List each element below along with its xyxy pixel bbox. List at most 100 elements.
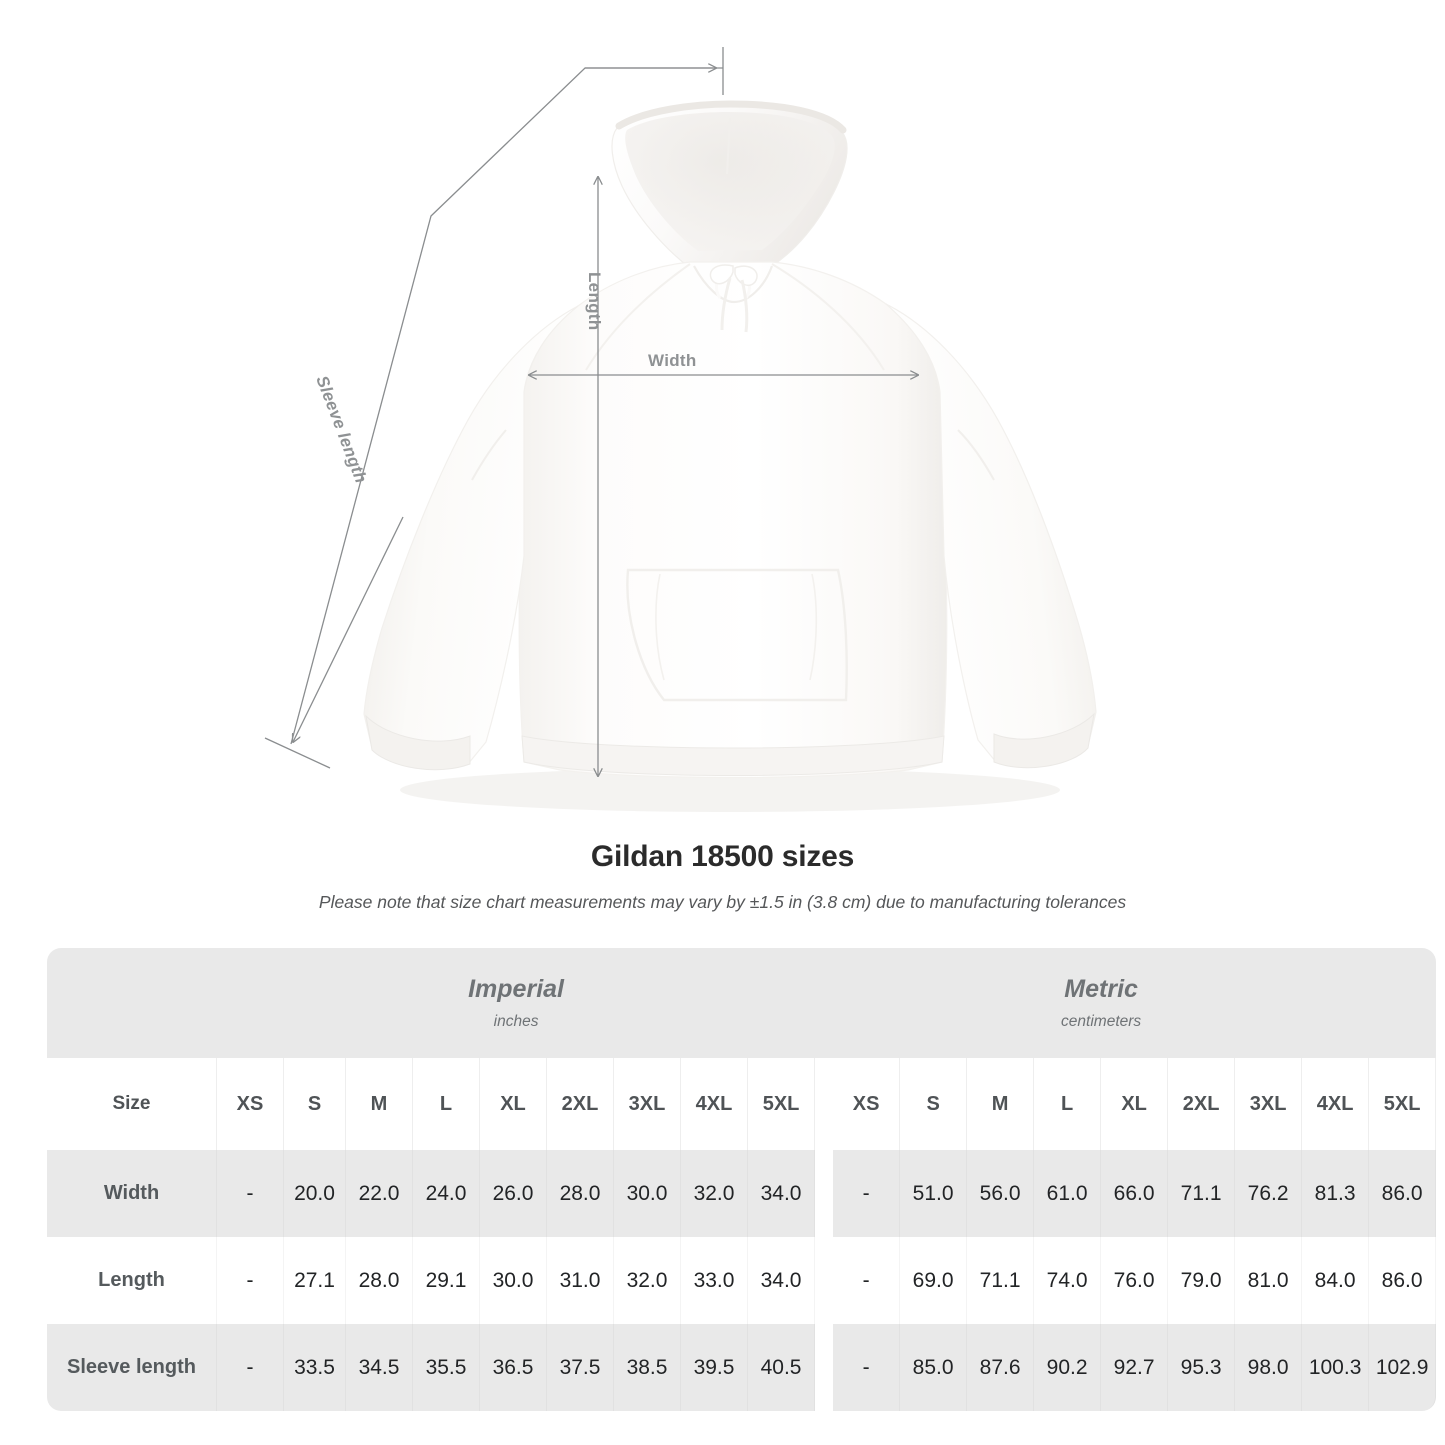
cell-sleeve-imperial-4xl: 39.5 (681, 1324, 748, 1411)
col-header-metric-2xl: 2XL (1168, 1058, 1236, 1150)
section-gap-width (815, 1150, 834, 1237)
cell-length-imperial-s: 27.1 (284, 1237, 346, 1324)
cell-width-imperial-4xl: 32.0 (681, 1150, 748, 1237)
right-sleeve-seam (957, 429, 995, 481)
size-chart-table: Imperial inches Metric centimeters Size … (47, 948, 1437, 1411)
cell-width-metric-xl: 66.0 (1101, 1150, 1169, 1237)
cell-length-imperial-m: 28.0 (346, 1237, 413, 1324)
cell-sleeve-metric-4xl: 100.3 (1302, 1324, 1370, 1411)
cell-width-metric-m: 56.0 (967, 1150, 1035, 1237)
cell-sleeve-metric-xs: - (833, 1324, 901, 1411)
unit-header-gap (815, 948, 834, 1058)
hood-inner (625, 112, 835, 251)
sleeve-bottom-tick (264, 737, 331, 769)
section-gap-length (815, 1237, 834, 1324)
cell-sleeve-imperial-s: 33.5 (284, 1324, 346, 1411)
hoodie-illustration-svg (264, 47, 1097, 812)
cell-sleeve-metric-m: 87.6 (967, 1324, 1035, 1411)
cell-sleeve-imperial-5xl: 40.5 (748, 1324, 816, 1411)
cell-width-metric-3xl: 76.2 (1235, 1150, 1303, 1237)
size-header-label: Size (47, 1058, 217, 1150)
cell-sleeve-imperial-xs: - (217, 1324, 284, 1411)
drawstring-bow-left (709, 264, 734, 285)
col-header-imperial-5xl: 5XL (748, 1058, 816, 1150)
cell-length-imperial-xs: - (217, 1237, 284, 1324)
col-header-metric-m: M (967, 1058, 1035, 1150)
table-row: Sleeve length - 33.5 34.5 35.5 36.5 37.5… (47, 1324, 1437, 1411)
cell-sleeve-metric-3xl: 98.0 (1235, 1324, 1303, 1411)
page-title: Gildan 18500 sizes (590, 840, 855, 873)
cell-sleeve-imperial-2xl: 37.5 (547, 1324, 614, 1411)
row-label-width: Width (47, 1150, 217, 1237)
metric-unit-name: Metric (1064, 975, 1138, 1004)
cell-length-imperial-5xl: 34.0 (748, 1237, 816, 1324)
hood-edge (615, 100, 847, 134)
cell-width-imperial-xl: 26.0 (480, 1150, 547, 1237)
col-header-imperial-xs: XS (217, 1058, 284, 1150)
cell-width-metric-l: 61.0 (1034, 1150, 1102, 1237)
drawstring-tail-left (720, 277, 732, 331)
section-gap-sleeve (815, 1324, 834, 1411)
imperial-unit-sub: inches (493, 1012, 539, 1030)
cell-length-metric-xl: 76.0 (1101, 1237, 1169, 1324)
cell-sleeve-metric-l: 90.2 (1034, 1324, 1102, 1411)
metric-unit-sub: centimeters (1061, 1012, 1142, 1030)
hood-seam (726, 117, 731, 175)
left-cuff (365, 714, 471, 771)
cell-width-metric-5xl: 86.0 (1369, 1150, 1437, 1237)
metric-unit-header: Metric centimeters (833, 948, 1370, 1058)
cell-sleeve-metric-2xl: 95.3 (1168, 1324, 1236, 1411)
cell-width-metric-2xl: 71.1 (1168, 1150, 1236, 1237)
cell-width-imperial-s: 20.0 (284, 1150, 346, 1237)
hoodie-graphic (363, 100, 1097, 779)
cell-width-metric-4xl: 81.3 (1302, 1150, 1370, 1237)
right-shoulder-seam (771, 263, 885, 371)
garment-shadow (400, 768, 1060, 812)
cell-width-imperial-5xl: 34.0 (748, 1150, 816, 1237)
cell-sleeve-imperial-l: 35.5 (413, 1324, 480, 1411)
col-header-imperial-m: M (346, 1058, 413, 1150)
row-label-length: Length (47, 1237, 217, 1324)
measurement-guides (264, 47, 918, 776)
col-header-imperial-s: S (284, 1058, 346, 1150)
cell-length-metric-m: 71.1 (967, 1237, 1035, 1324)
cell-width-metric-s: 51.0 (900, 1150, 968, 1237)
table-row: Length - 27.1 28.0 29.1 30.0 31.0 32.0 3… (47, 1237, 1437, 1324)
col-header-imperial-3xl: 3XL (614, 1058, 681, 1150)
cell-length-metric-4xl: 84.0 (1302, 1237, 1370, 1324)
cell-sleeve-imperial-m: 34.5 (346, 1324, 413, 1411)
cell-width-imperial-3xl: 30.0 (614, 1150, 681, 1237)
cell-sleeve-metric-xl: 92.7 (1101, 1324, 1169, 1411)
cell-length-metric-s: 69.0 (900, 1237, 968, 1324)
cell-sleeve-metric-s: 85.0 (900, 1324, 968, 1411)
col-header-metric-5xl: 5XL (1369, 1058, 1437, 1150)
cell-sleeve-imperial-3xl: 38.5 (614, 1324, 681, 1411)
hoodie-illustration: Length Width Sleeve length (264, 47, 1097, 812)
unit-header-spacer (47, 948, 217, 1058)
title-block: Gildan 18500 sizes Please note that size… (0, 840, 1445, 913)
cell-length-metric-3xl: 81.0 (1235, 1237, 1303, 1324)
col-header-metric-3xl: 3XL (1235, 1058, 1303, 1150)
cell-length-imperial-l: 29.1 (413, 1237, 480, 1324)
cell-length-imperial-4xl: 33.0 (681, 1237, 748, 1324)
cell-length-imperial-3xl: 32.0 (614, 1237, 681, 1324)
cell-width-metric-xs: - (833, 1150, 901, 1237)
col-header-metric-4xl: 4XL (1302, 1058, 1370, 1150)
drawstring-tail-right (740, 279, 749, 333)
col-header-metric-xs: XS (833, 1058, 901, 1150)
size-header-row: Size XS S M L XL 2XL 3XL 4XL 5XL XS S M … (47, 1058, 1437, 1150)
waistband (521, 735, 945, 776)
cell-length-metric-2xl: 79.0 (1168, 1237, 1236, 1324)
imperial-unit-header: Imperial inches (217, 948, 816, 1058)
section-gap-header (815, 1058, 834, 1150)
col-header-imperial-4xl: 4XL (681, 1058, 748, 1150)
cell-length-metric-l: 74.0 (1034, 1237, 1102, 1324)
row-label-sleeve-length: Sleeve length (47, 1324, 217, 1411)
cell-width-imperial-2xl: 28.0 (547, 1150, 614, 1237)
col-header-imperial-l: L (413, 1058, 480, 1150)
cell-length-imperial-xl: 30.0 (480, 1237, 547, 1324)
cell-length-metric-xs: - (833, 1237, 901, 1324)
cell-sleeve-imperial-xl: 36.5 (480, 1324, 547, 1411)
cell-width-imperial-l: 24.0 (413, 1150, 480, 1237)
